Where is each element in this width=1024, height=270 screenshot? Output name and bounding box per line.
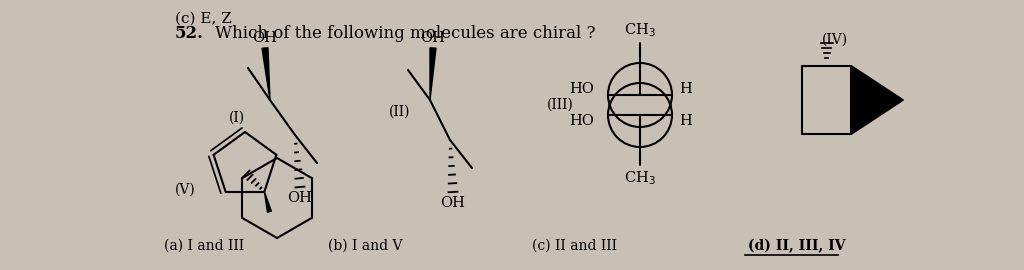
Text: (I): (I) [229, 111, 245, 125]
Polygon shape [430, 48, 436, 100]
Text: Which of the following molecules are chiral ?: Which of the following molecules are chi… [215, 25, 596, 42]
Text: (a) I and III: (a) I and III [164, 239, 244, 253]
Text: OH: OH [421, 31, 445, 45]
Text: CH$_3$: CH$_3$ [625, 169, 655, 187]
Text: H: H [680, 82, 692, 96]
Text: OH: OH [253, 31, 278, 45]
Text: CH$_3$: CH$_3$ [625, 21, 655, 39]
Text: (d) II, III, IV: (d) II, III, IV [748, 239, 845, 253]
Text: (II): (II) [389, 105, 411, 119]
Polygon shape [851, 66, 903, 134]
Text: HO: HO [569, 82, 595, 96]
Text: (b) I and V: (b) I and V [328, 239, 402, 253]
Text: (c) II and III: (c) II and III [532, 239, 617, 253]
Text: 52.: 52. [175, 25, 204, 42]
Text: HO: HO [569, 114, 595, 128]
Text: OH: OH [288, 191, 312, 205]
Polygon shape [262, 48, 270, 100]
Text: (V): (V) [175, 183, 196, 197]
Text: (III): (III) [547, 98, 573, 112]
Text: (c) E, Z: (c) E, Z [175, 12, 231, 26]
Text: (IV): (IV) [822, 33, 848, 47]
Text: OH: OH [440, 196, 466, 210]
Text: H: H [680, 114, 692, 128]
Polygon shape [264, 192, 271, 212]
